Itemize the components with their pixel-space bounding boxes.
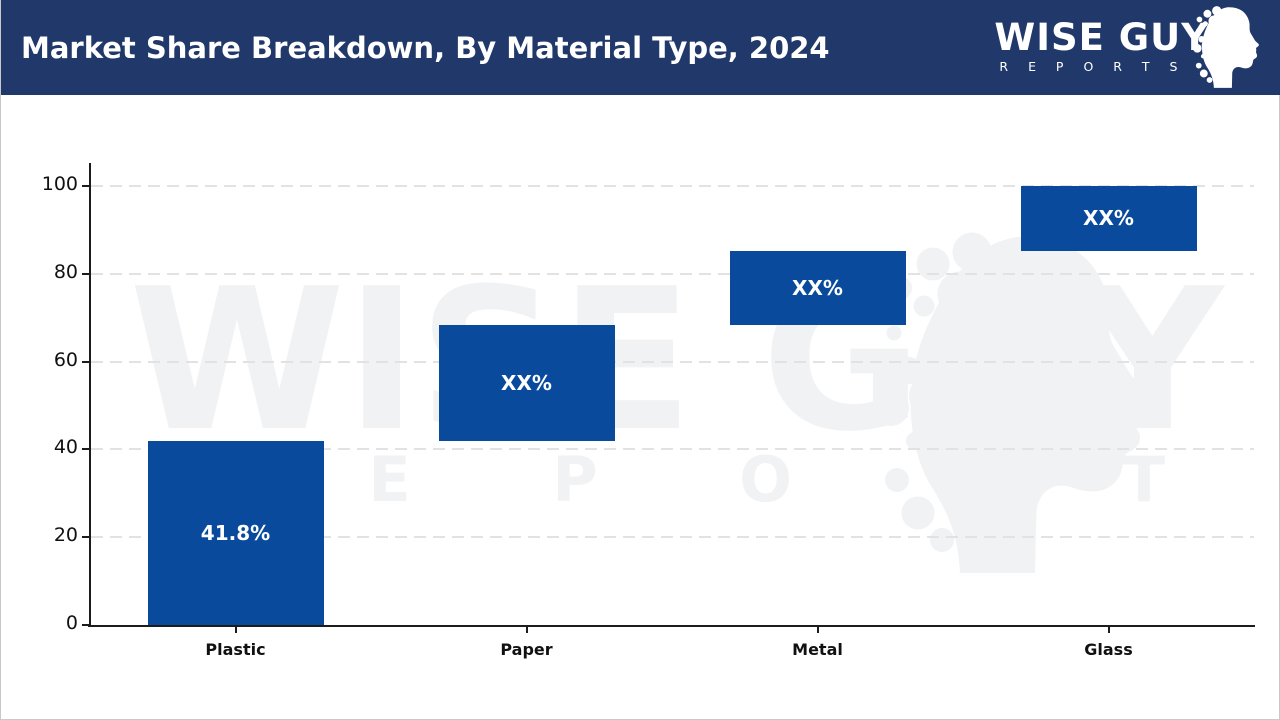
gridline bbox=[91, 448, 1254, 451]
gridline bbox=[91, 185, 1254, 187]
y-tick-label: 80 bbox=[53, 260, 78, 283]
x-tick-mark bbox=[234, 627, 237, 633]
logo: WISE GUY R E P O R T S bbox=[994, 5, 1265, 88]
y-axis-line bbox=[89, 163, 91, 627]
gridline bbox=[91, 360, 1254, 363]
y-tick-label: 60 bbox=[53, 348, 78, 371]
y-tick-mark bbox=[82, 272, 89, 275]
bar: 41.8% bbox=[147, 441, 324, 625]
bar: XX% bbox=[729, 250, 906, 326]
x-tick-label: Metal bbox=[792, 640, 843, 659]
gridline bbox=[91, 536, 1254, 539]
bar: XX% bbox=[1020, 186, 1197, 251]
x-tick-mark bbox=[1107, 627, 1110, 633]
y-tick-label: 0 bbox=[65, 612, 78, 634]
logo-text: WISE GUY R E P O R T S bbox=[994, 15, 1209, 75]
x-tick-label: Paper bbox=[500, 640, 553, 659]
watermark-head-icon bbox=[873, 232, 1148, 573]
x-tick-mark bbox=[525, 627, 528, 633]
y-tick-label: 100 bbox=[41, 173, 78, 195]
bar-value-label: XX% bbox=[501, 371, 552, 396]
y-tick-mark bbox=[82, 185, 89, 187]
gridline bbox=[91, 272, 1254, 275]
page-title: Market Share Breakdown, By Material Type… bbox=[21, 30, 830, 65]
bar-value-label: XX% bbox=[792, 275, 843, 300]
y-tick-label: 20 bbox=[53, 524, 78, 547]
logo-subtitle: R E P O R T S bbox=[999, 59, 1186, 75]
y-tick-mark bbox=[82, 624, 89, 626]
bar-value-label: 41.8% bbox=[200, 521, 271, 546]
y-tick-mark bbox=[82, 448, 89, 451]
logo-head-icon bbox=[1193, 6, 1259, 88]
x-tick-label: Plastic bbox=[205, 640, 266, 659]
bar: XX% bbox=[438, 325, 615, 442]
y-tick-label: 40 bbox=[53, 436, 78, 459]
bar-value-label: XX% bbox=[1083, 206, 1134, 231]
x-axis-line bbox=[88, 625, 1255, 627]
x-tick-mark bbox=[816, 627, 819, 633]
y-tick-mark bbox=[82, 360, 89, 363]
y-tick-mark bbox=[82, 536, 89, 539]
x-tick-label: Glass bbox=[1084, 640, 1133, 659]
logo-wordmark: WISE GUY bbox=[994, 15, 1209, 59]
header-bar: Market Share Breakdown, By Material Type… bbox=[1, 0, 1280, 95]
